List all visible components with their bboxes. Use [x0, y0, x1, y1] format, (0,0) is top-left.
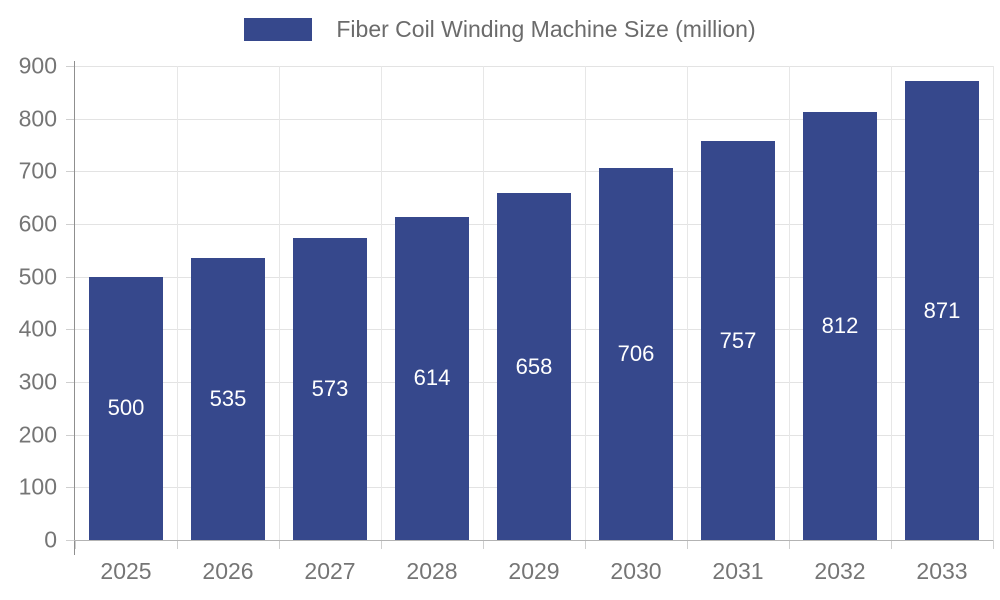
x-tick-mark: [177, 540, 178, 549]
legend-label: Fiber Coil Winding Machine Size (million…: [336, 16, 756, 42]
bar-value-label: 871: [923, 297, 961, 323]
x-tick-mark: [993, 540, 994, 549]
bar-value-label: 535: [209, 386, 247, 412]
y-tick-mark: [66, 540, 75, 541]
bar: 812: [803, 112, 877, 540]
bar: 757: [701, 141, 775, 540]
bar-value-label: 757: [719, 327, 757, 353]
y-gridline: [75, 66, 993, 67]
y-tick-label: 600: [18, 210, 57, 237]
x-tick-mark: [75, 540, 76, 549]
bar: 706: [599, 168, 673, 540]
bar: 500: [89, 276, 163, 540]
x-tick-label: 2031: [712, 558, 764, 584]
x-gridline: [993, 66, 994, 540]
x-tick-mark: [585, 540, 586, 549]
bar-value-label: 573: [311, 376, 349, 402]
x-tick-mark: [483, 540, 484, 549]
bar-value-label: 614: [413, 365, 451, 391]
bar-value-label: 500: [107, 395, 145, 421]
x-axis-line: [74, 540, 993, 541]
x-tick-label: 2026: [202, 558, 254, 584]
y-tick-label: 400: [18, 315, 57, 342]
legend-item[interactable]: Fiber Coil Winding Machine Size (million…: [0, 16, 1000, 43]
y-gridline: [75, 171, 993, 173]
x-gridline: [279, 66, 280, 540]
x-tick-label: 2027: [304, 558, 356, 584]
y-tick-label: 900: [18, 52, 57, 79]
y-tick-label: 100: [18, 473, 57, 500]
y-tick-label: 0: [44, 526, 57, 553]
bar-value-label: 658: [515, 353, 553, 379]
x-gridline: [789, 66, 790, 540]
y-tick-mark: [66, 382, 75, 383]
x-gridline: [483, 66, 484, 540]
x-tick-mark: [381, 540, 382, 549]
x-tick-label: 2025: [100, 558, 152, 584]
bar-value-label: 812: [821, 313, 859, 339]
x-tick-label: 2028: [406, 558, 458, 584]
y-tick-mark: [66, 118, 75, 120]
x-gridline: [687, 66, 688, 540]
y-tick-label: 200: [18, 421, 57, 448]
x-tick-label: 2033: [916, 558, 968, 584]
y-tick-mark: [66, 66, 75, 67]
y-tick-mark: [66, 487, 75, 489]
x-tick-label: 2032: [814, 558, 866, 584]
x-tick-mark: [279, 540, 280, 549]
y-tick-label: 500: [18, 263, 57, 290]
bar: 535: [191, 258, 265, 540]
x-gridline: [177, 66, 178, 540]
y-tick-mark: [66, 224, 75, 225]
x-tick-mark: [891, 540, 892, 549]
bar: 614: [395, 216, 469, 540]
y-tick-label: 800: [18, 105, 57, 132]
x-tick-label: 2030: [610, 558, 662, 584]
y-gridline: [75, 118, 993, 120]
bar: 871: [905, 81, 979, 540]
x-gridline: [891, 66, 892, 540]
x-tick-mark: [687, 540, 688, 549]
x-gridline: [585, 66, 586, 540]
x-tick-label: 2029: [508, 558, 560, 584]
y-tick-label: 300: [18, 368, 57, 395]
bar-value-label: 706: [617, 341, 655, 367]
x-tick-mark: [789, 540, 790, 549]
y-axis-line: [74, 61, 75, 555]
y-tick-label: 700: [18, 157, 57, 184]
plot-area: 0 100 200 300 400 500 600 700 800 900 500 2025 535 20…: [19, 53, 994, 584]
bar: 573: [293, 238, 367, 540]
y-tick-mark: [66, 329, 75, 331]
y-tick-mark: [66, 276, 75, 278]
y-tick-mark: [66, 434, 75, 436]
x-gridline: [381, 66, 382, 540]
legend-swatch: [244, 18, 313, 41]
bar: 658: [497, 193, 571, 540]
y-tick-mark: [66, 171, 75, 173]
